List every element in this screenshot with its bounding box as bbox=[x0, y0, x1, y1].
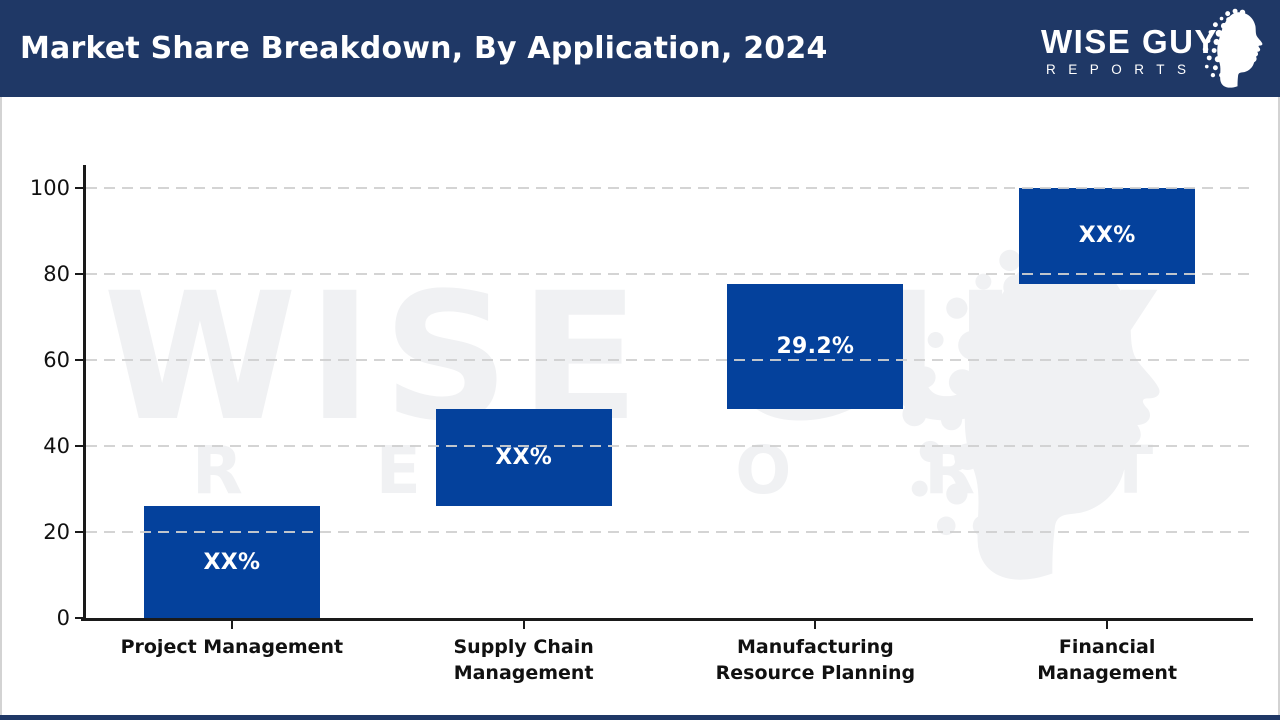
y-tick-label: 40 bbox=[43, 433, 70, 458]
bar-value-label: XX% bbox=[1078, 223, 1136, 249]
y-axis-line bbox=[83, 165, 86, 618]
gridline-40 bbox=[86, 444, 1253, 447]
x-tick-mark bbox=[230, 621, 233, 629]
footer-strip bbox=[0, 715, 1280, 720]
gridline-60 bbox=[86, 358, 1253, 361]
bar-value-label: XX% bbox=[203, 549, 261, 575]
y-tick-label: 60 bbox=[43, 347, 70, 372]
category-label: Supply Chain Management bbox=[453, 636, 594, 684]
bar-value-label: XX% bbox=[495, 445, 553, 471]
page-title: Market Share Breakdown, By Application, … bbox=[20, 31, 828, 66]
wise-guy-logo: WISE GUY REPORTS bbox=[1041, 6, 1272, 92]
waterfall-bar: XX% bbox=[143, 506, 320, 618]
logo-wordmark: WISE GUY bbox=[1040, 23, 1218, 61]
y-tick-label: 0 bbox=[56, 606, 70, 630]
right-border bbox=[1278, 97, 1280, 715]
logo-head-icon bbox=[1202, 8, 1263, 88]
waterfall-bar: 29.2% bbox=[727, 283, 904, 410]
category-label: Project Management bbox=[120, 636, 344, 658]
x-tick-mark bbox=[814, 621, 817, 629]
gridline-80 bbox=[86, 272, 1253, 275]
y-tick-mark bbox=[75, 530, 83, 533]
bar-value-label: 29.2% bbox=[776, 334, 855, 360]
y-tick-mark bbox=[75, 358, 83, 361]
logo-subtitle: REPORTS bbox=[1045, 62, 1199, 78]
x-tick-mark bbox=[522, 621, 525, 629]
y-tick-mark bbox=[75, 617, 83, 619]
x-tick-mark bbox=[1106, 621, 1109, 629]
waterfall-bar: XX% bbox=[435, 409, 612, 507]
category-label: Financial Management bbox=[1037, 636, 1178, 684]
logo-text: WISE GUY REPORTS bbox=[1041, 25, 1218, 77]
y-tick-mark bbox=[75, 272, 83, 275]
x-axis-line bbox=[81, 618, 1253, 621]
category-label: Manufacturing Resource Planning bbox=[715, 636, 916, 684]
y-tick-label: 20 bbox=[43, 519, 70, 544]
y-tick-mark bbox=[75, 186, 83, 189]
y-tick-label: 80 bbox=[43, 261, 70, 286]
plot-area: 0 20 40 60 80 100 XX% Project Management XX% Supp… bbox=[30, 165, 1253, 684]
gridline-100 bbox=[86, 186, 1253, 189]
gridline-20 bbox=[86, 530, 1253, 533]
y-tick-label: 100 bbox=[29, 175, 70, 200]
y-tick-mark bbox=[75, 444, 83, 447]
waterfall-bar: XX% bbox=[1019, 187, 1196, 284]
left-border bbox=[0, 97, 2, 715]
header-bar: Market Share Breakdown, By Application, … bbox=[0, 0, 1280, 97]
